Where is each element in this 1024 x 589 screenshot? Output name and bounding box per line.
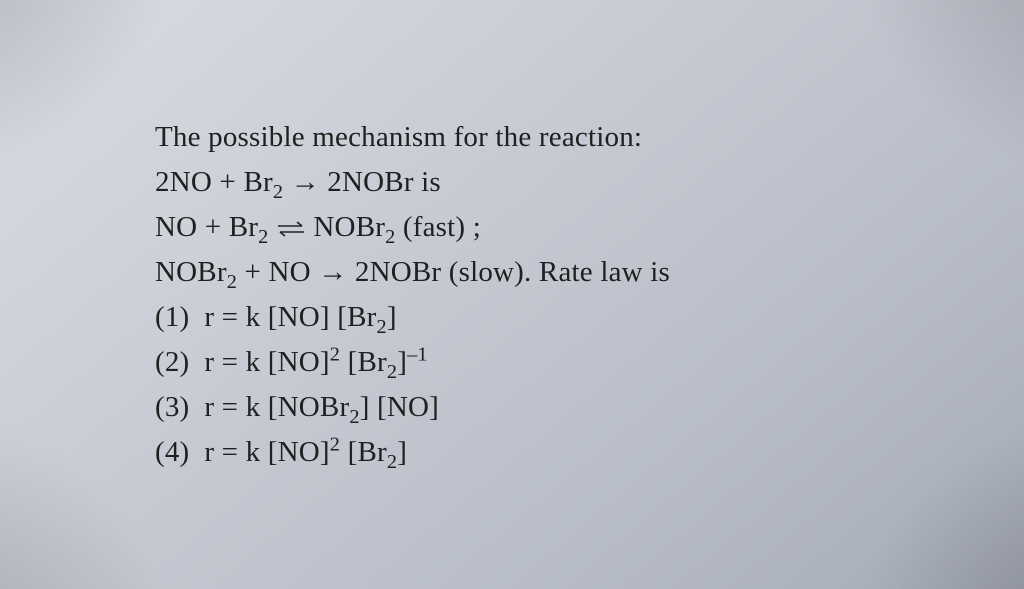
step2-lhs: NOBr: [155, 256, 227, 288]
option-expr: r = k [NO]2 [Br2]–1: [204, 346, 427, 378]
right-arrow-icon: →: [318, 250, 347, 295]
br-sub: 2: [273, 181, 283, 203]
step1-rhs: NOBr: [313, 211, 385, 243]
overall-reaction: 2NO + Br2 → 2NOBr is: [155, 160, 895, 205]
step2-rhs: 2NOBr (slow). Rate law is: [347, 256, 670, 288]
overall-lhs: 2NO + Br: [155, 166, 273, 198]
right-arrow-icon: →: [291, 160, 320, 205]
option-1: (1) r = k [NO] [Br2]: [155, 295, 895, 340]
option-expr: r = k [NO] [Br2]: [204, 301, 396, 333]
option-2: (2) r = k [NO]2 [Br2]–1: [155, 340, 895, 385]
intro-text: The possible mechanism for the reaction:: [155, 121, 642, 153]
step1-note: (fast) ;: [395, 211, 481, 243]
option-expr: r = k [NO]2 [Br2]: [204, 436, 407, 468]
step1-lhs-sub: 2: [258, 226, 268, 248]
step2-mid: + NO: [237, 256, 318, 288]
option-number: (2): [155, 346, 189, 378]
equilibrium-icon: [276, 220, 306, 238]
option-number: (1): [155, 301, 189, 333]
option-4: (4) r = k [NO]2 [Br2]: [155, 430, 895, 475]
mechanism-step-2: NOBr2 + NO → 2NOBr (slow). Rate law is: [155, 250, 895, 295]
overall-rhs: 2NOBr is: [327, 166, 441, 198]
option-number: (4): [155, 436, 189, 468]
problem-content: The possible mechanism for the reaction:…: [155, 115, 895, 475]
step2-lhs-sub: 2: [227, 271, 237, 293]
option-3: (3) r = k [NOBr2] [NO]: [155, 385, 895, 430]
option-number: (3): [155, 391, 189, 423]
mechanism-step-1: NO + Br2 NOBr2 (fast) ;: [155, 205, 895, 250]
step1-lhs: NO + Br: [155, 211, 258, 243]
option-expr: r = k [NOBr2] [NO]: [204, 391, 439, 423]
intro-line: The possible mechanism for the reaction:: [155, 115, 895, 160]
step1-rhs-sub: 2: [385, 226, 395, 248]
